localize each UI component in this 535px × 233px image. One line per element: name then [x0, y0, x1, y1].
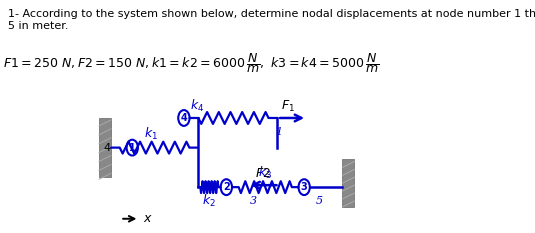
Text: $k_3$: $k_3$	[258, 165, 272, 181]
Text: $F_1$: $F_1$	[281, 99, 295, 114]
Text: 5 in meter.: 5 in meter.	[9, 21, 69, 31]
Text: $x$: $x$	[143, 212, 152, 225]
Bar	[342, 159, 354, 207]
Text: $k_4$: $k_4$	[189, 98, 204, 114]
Text: 3: 3	[301, 182, 308, 192]
Text: 3: 3	[250, 196, 257, 206]
Text: 1: 1	[275, 127, 282, 137]
Text: 1: 1	[129, 143, 136, 153]
Text: $\mathit{F1} = 250\ N, \mathit{F2} = 150\ N, \mathit{k1} = \mathit{k2} = 6000\,\: $\mathit{F1} = 250\ N, \mathit{F2} = 150…	[3, 51, 379, 75]
Bar	[99, 118, 111, 177]
Text: 2: 2	[223, 182, 230, 192]
Text: 1- According to the system shown below, determine nodal displacements at node nu: 1- According to the system shown below, …	[9, 9, 535, 19]
Text: 4: 4	[180, 113, 187, 123]
Text: $F2$: $F2$	[255, 167, 271, 180]
Text: 4: 4	[103, 143, 110, 153]
Text: $k_2$: $k_2$	[202, 193, 216, 209]
Text: 5: 5	[316, 196, 323, 206]
Text: $k_1$: $k_1$	[144, 126, 158, 142]
